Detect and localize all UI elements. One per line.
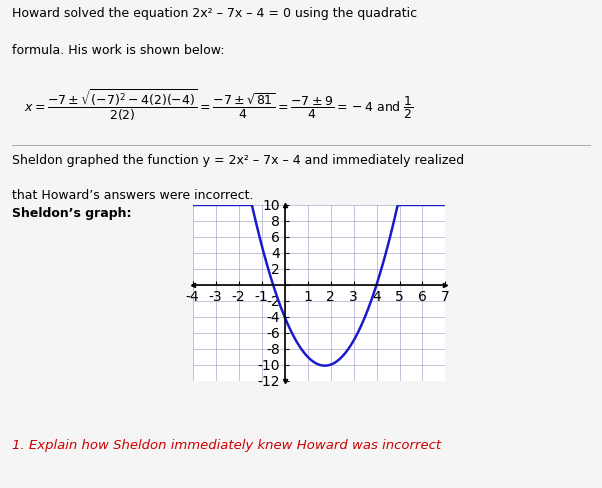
Text: formula. His work is shown below:: formula. His work is shown below: [12, 44, 225, 57]
Text: Sheldon’s graph:: Sheldon’s graph: [12, 206, 132, 220]
Text: $x = \dfrac{-7 \pm \sqrt{(-7)^2 - 4(2)(-4)}}{2(2)}$$= \dfrac{-7 \pm \sqrt{81}}{4: $x = \dfrac{-7 \pm \sqrt{(-7)^2 - 4(2)(-… [24, 88, 414, 123]
Text: 1. Explain how Sheldon immediately knew Howard was incorrect: 1. Explain how Sheldon immediately knew … [12, 439, 441, 452]
Text: Sheldon graphed the function y = 2x² – 7x – 4 and immediately realized: Sheldon graphed the function y = 2x² – 7… [12, 154, 464, 167]
Text: Howard solved the equation 2x² – 7x – 4 = 0 using the quadratic: Howard solved the equation 2x² – 7x – 4 … [12, 6, 417, 20]
Text: that Howard’s answers were incorrect.: that Howard’s answers were incorrect. [12, 189, 253, 202]
